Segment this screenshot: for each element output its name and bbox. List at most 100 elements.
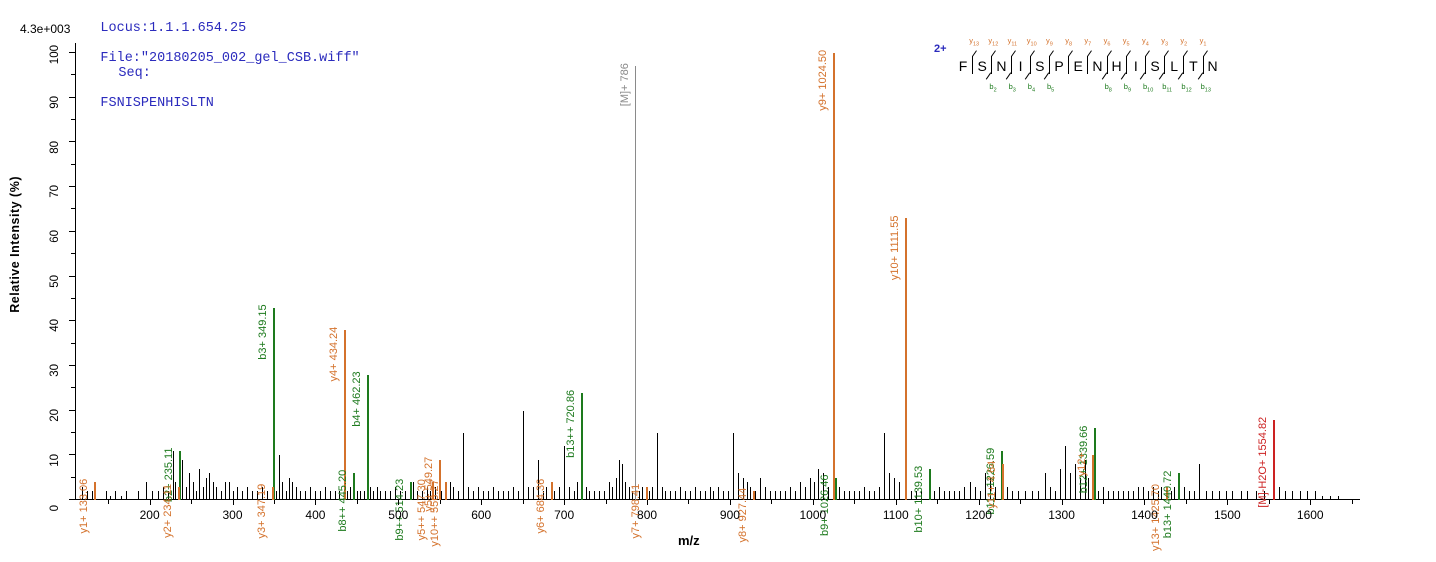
x-tick bbox=[232, 500, 234, 505]
spectrum-peak bbox=[554, 491, 556, 500]
annotated-peak bbox=[635, 66, 637, 500]
x-tick bbox=[1144, 500, 1146, 505]
spectrum-peak bbox=[759, 477, 761, 500]
spectrum-peak bbox=[804, 486, 806, 500]
spectrum-peak bbox=[608, 482, 610, 500]
spectrum-peak bbox=[638, 491, 640, 500]
x-tick bbox=[1310, 500, 1312, 505]
y-tick-label: 10 bbox=[49, 453, 61, 467]
x-tick-label: 500 bbox=[388, 508, 409, 522]
spectrum-peak bbox=[350, 486, 352, 500]
ladder-y-tail bbox=[1087, 50, 1093, 57]
spectrum-peak bbox=[1300, 491, 1302, 500]
spectrum-peak bbox=[603, 491, 605, 500]
spectrum-peak bbox=[1059, 468, 1061, 500]
x-tick bbox=[149, 500, 151, 505]
ladder-y-tail bbox=[1106, 50, 1112, 57]
ladder-y-tail bbox=[1183, 50, 1189, 57]
spectrum-peak bbox=[622, 464, 624, 500]
spectrum-peak bbox=[105, 491, 107, 500]
spectrum-peak bbox=[252, 491, 254, 500]
spectrum-peak bbox=[648, 491, 650, 500]
y-axis-title: Relative Intensity (%) bbox=[8, 176, 22, 313]
spectrum-peak bbox=[315, 491, 317, 500]
x-tick bbox=[895, 500, 897, 505]
y-tick bbox=[69, 186, 75, 188]
spectrum-peak bbox=[462, 432, 464, 500]
x-tick-label: 400 bbox=[305, 508, 326, 522]
ladder-residue: T bbox=[1189, 58, 1198, 74]
spectrum-peak bbox=[109, 495, 111, 500]
spectrum-peak bbox=[632, 491, 634, 500]
spectrum-peak bbox=[598, 491, 600, 500]
annotated-peak bbox=[439, 459, 442, 500]
x-tick-label: 1400 bbox=[1131, 508, 1158, 522]
ladder-residue: E bbox=[1073, 58, 1083, 74]
ladder-b-ion-label: b10 bbox=[1143, 82, 1154, 94]
ladder-y-tail bbox=[972, 50, 978, 57]
spectrum-peak bbox=[121, 495, 123, 500]
spectrum-peak bbox=[1006, 486, 1008, 500]
annotated-peak bbox=[833, 53, 836, 500]
spectrum-peak bbox=[247, 486, 249, 500]
y-tick-label: 40 bbox=[49, 319, 61, 333]
spectrum-peak bbox=[385, 491, 387, 500]
spectrum-peak bbox=[399, 491, 401, 500]
ladder-divider bbox=[1164, 56, 1166, 74]
annotated-peak bbox=[1272, 419, 1275, 500]
spectrum-peak bbox=[1263, 491, 1265, 500]
spectrum-peak bbox=[320, 491, 322, 500]
annotated-peak bbox=[1000, 450, 1003, 500]
ladder-y-ion-label: y11 bbox=[1007, 36, 1018, 48]
x-tick-label: 1200 bbox=[965, 508, 992, 522]
spectrum-peak bbox=[665, 491, 667, 500]
y-tick-minor bbox=[71, 208, 75, 210]
spectrum-peak bbox=[743, 477, 745, 500]
spectrum-peak bbox=[426, 486, 428, 500]
x-tick-minor bbox=[1268, 500, 1270, 504]
spectrum-peak bbox=[943, 491, 945, 500]
ladder-residue: N bbox=[996, 58, 1007, 74]
spectrum-peak bbox=[1038, 491, 1040, 500]
spectrum-peak bbox=[995, 486, 997, 500]
ladder-y-ion-label: y4 bbox=[1142, 36, 1149, 48]
spectrum-peak bbox=[953, 491, 955, 500]
ladder-b-ion-label: b13 bbox=[1200, 82, 1211, 94]
y-tick-label: 30 bbox=[49, 364, 61, 377]
spectrum-peak bbox=[817, 468, 819, 500]
y-tick-label: 80 bbox=[49, 140, 61, 154]
spectrum-peak bbox=[196, 491, 198, 500]
spectrum-peak bbox=[257, 491, 259, 500]
spectrum-peak bbox=[754, 491, 756, 500]
spectrum-peak bbox=[695, 486, 697, 500]
spectrum-peak bbox=[376, 486, 378, 500]
spectrum-peak bbox=[330, 491, 332, 500]
x-tick-minor bbox=[605, 500, 607, 504]
spectrum-peak bbox=[267, 491, 269, 500]
spectrum-peak bbox=[1219, 491, 1221, 500]
spectrum-peak bbox=[874, 491, 876, 500]
spectrum-peak bbox=[441, 491, 443, 500]
spectrum-peak bbox=[502, 491, 504, 500]
spectrum-peak bbox=[1088, 477, 1090, 500]
ladder-divider bbox=[991, 56, 993, 74]
ladder-residue: I bbox=[1133, 58, 1138, 74]
spectrum-peak bbox=[339, 491, 341, 500]
spectrum-peak bbox=[1205, 491, 1207, 500]
spectrum-peak bbox=[700, 491, 702, 500]
spectrum-peak bbox=[449, 482, 451, 500]
spectrum-peak bbox=[233, 491, 235, 500]
spectrum-peak bbox=[186, 486, 188, 500]
spectrum-peak bbox=[126, 491, 128, 500]
spectrum-peak bbox=[199, 468, 201, 500]
spectrum-peak bbox=[175, 482, 177, 500]
spectrum-peak bbox=[458, 491, 459, 500]
spectrum-peak bbox=[373, 491, 375, 500]
peak-label: y12+ bbox=[1075, 452, 1088, 477]
spectrum-peak bbox=[948, 491, 950, 500]
annotated-peak bbox=[432, 482, 435, 500]
y-tick bbox=[69, 141, 75, 143]
spectrum-peak bbox=[517, 491, 519, 500]
ladder-b-ion-label: b11 bbox=[1162, 82, 1173, 94]
